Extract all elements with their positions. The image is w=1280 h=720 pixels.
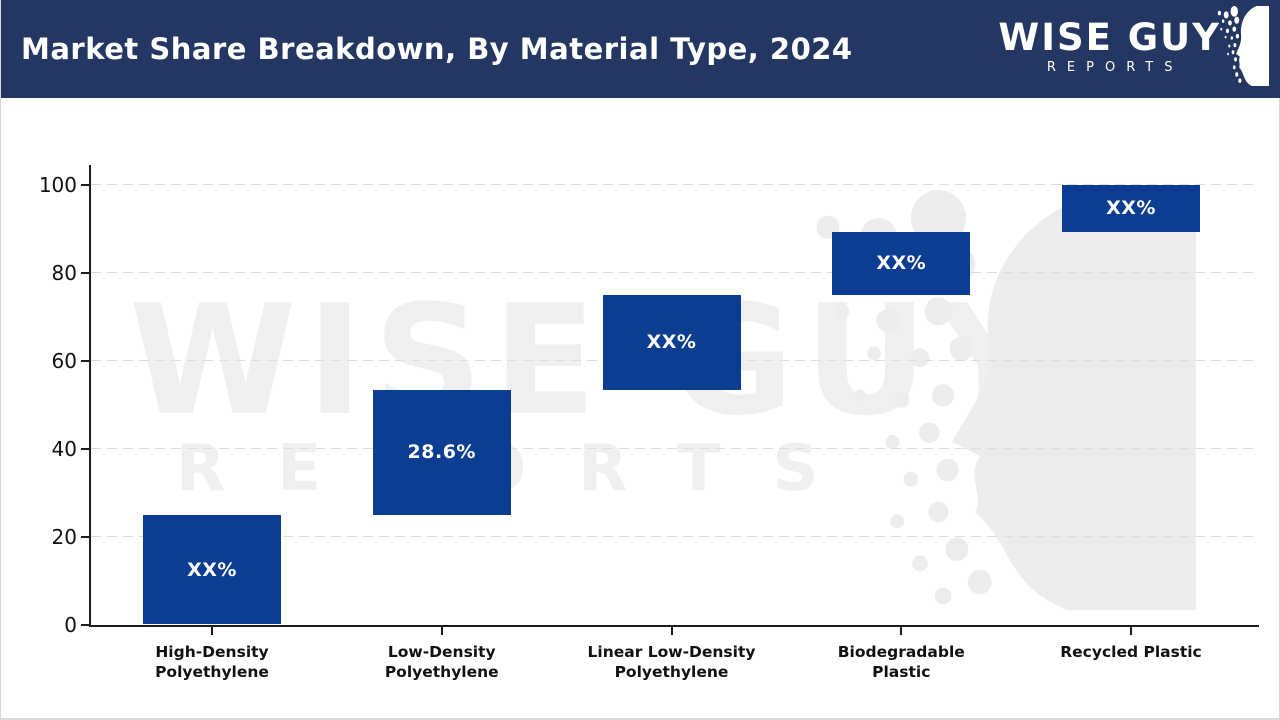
brand-name: WISE GUY [998,15,1221,59]
bar: XX% [143,515,281,625]
y-tick-label: 0 [64,612,77,637]
plot-area: 0 20 40 60 80 100 XX% High-Density Polyethylene… [39,165,1259,681]
x-tick-mark [440,627,443,635]
x-axis [89,624,1259,627]
bar: 28.6% [372,389,511,516]
bar-value-label: XX% [876,252,927,275]
bar: XX% [602,295,741,390]
gridline [91,271,1259,274]
y-tick-mark [81,183,89,186]
brand-logo-text: WISE GUY REPORTS [998,15,1221,75]
x-tick-mark [900,627,903,635]
y-tick-label: 20 [51,524,77,549]
gridline [91,535,1259,538]
gridline [91,447,1259,450]
y-tick-mark [81,623,89,626]
y-tick-mark [81,271,89,274]
brand-logo: WISE GUY REPORTS [998,6,1269,86]
bar: XX% [832,231,971,296]
bar-value-label: XX% [646,331,697,354]
x-category-label: High-Density Polyethylene [155,643,269,681]
x-category-label: Linear Low-Density Polyethylene [587,643,756,681]
y-tick-mark [81,447,89,450]
gridline [91,183,1259,186]
y-tick-label: 100 [38,172,77,197]
x-category-label: Biodegradable Plastic [837,643,965,681]
y-tick-label: 40 [51,436,77,461]
bar-value-label: XX% [187,558,237,581]
bar-value-label: 28.6% [407,441,476,464]
x-tick-mark [670,627,673,635]
x-tick-mark [1130,627,1132,635]
x-tick-mark [211,627,213,635]
x-category-label: Low-Density Polyethylene [384,643,499,681]
y-tick-label: 60 [51,348,77,373]
y-tick-label: 80 [51,260,77,285]
y-tick-mark [81,359,89,362]
y-axis [89,165,91,627]
y-tick-mark [81,535,89,538]
x-category-label: Recycled Plastic [1060,643,1202,661]
chart-title: Market Share Breakdown, By Material Type… [21,32,853,66]
header-bar: Market Share Breakdown, By Material Type… [1,0,1280,98]
bar: XX% [1062,184,1200,232]
bar-value-label: XX% [1106,197,1156,220]
brand-face-icon [1217,6,1269,86]
brand-subname: REPORTS [1046,59,1184,75]
